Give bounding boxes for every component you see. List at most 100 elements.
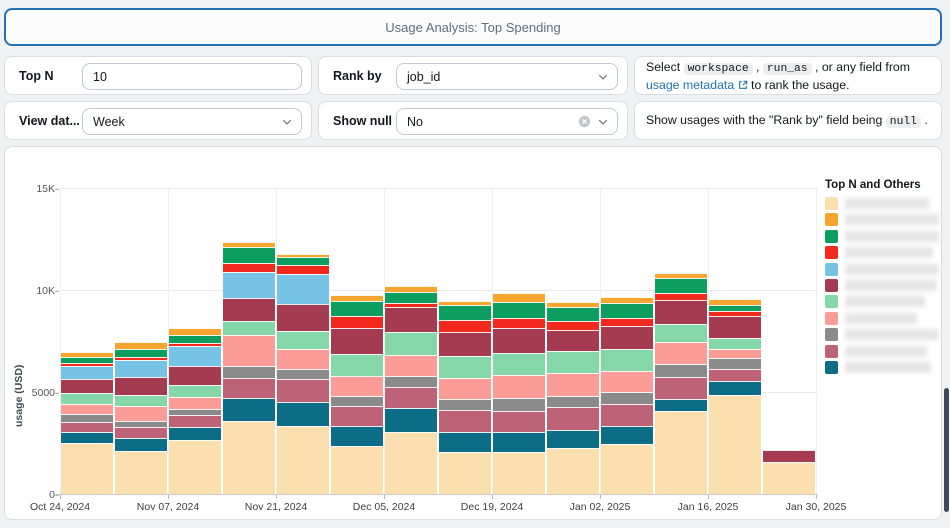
- stacked-bar[interactable]: [601, 297, 653, 494]
- bar-segment-series_3[interactable]: [439, 305, 491, 320]
- bar-segment-series_8[interactable]: [493, 375, 545, 399]
- bar-segment-series_6[interactable]: [763, 450, 815, 462]
- bar-segment-series_2[interactable]: [601, 297, 653, 303]
- legend-item-series_5[interactable]: [825, 262, 939, 276]
- bar-segment-series_3[interactable]: [115, 349, 167, 357]
- bar-segment-series_8[interactable]: [601, 370, 653, 393]
- bar-segment-series_2[interactable]: [439, 300, 491, 306]
- bar-segment-series_11[interactable]: [601, 425, 653, 445]
- bar-segment-series_11[interactable]: [709, 381, 761, 396]
- bar-segment-series_1[interactable]: [655, 410, 707, 494]
- bar-segment-series_7[interactable]: [331, 354, 383, 376]
- bar-segment-series_4[interactable]: [115, 357, 167, 361]
- bar-segment-series_9[interactable]: [61, 414, 113, 422]
- bar-segment-series_4[interactable]: [61, 363, 113, 366]
- bar-segment-series_9[interactable]: [601, 392, 653, 405]
- bar-segment-series_9[interactable]: [709, 357, 761, 370]
- bar-segment-series_2[interactable]: [223, 242, 275, 248]
- bar-segment-series_6[interactable]: [601, 325, 653, 350]
- bar-segment-series_6[interactable]: [655, 300, 707, 325]
- bar-segment-series_6[interactable]: [547, 329, 599, 351]
- bar-segment-series_10[interactable]: [385, 387, 437, 409]
- bar-segment-series_1[interactable]: [709, 395, 761, 494]
- bar-segment-series_11[interactable]: [61, 432, 113, 443]
- bar-segment-series_8[interactable]: [223, 334, 275, 366]
- bar-segment-series_7[interactable]: [277, 330, 329, 349]
- legend-item-series_9[interactable]: [825, 328, 939, 342]
- bar-segment-series_4[interactable]: [385, 302, 437, 307]
- bar-segment-series_8[interactable]: [277, 349, 329, 369]
- bar-segment-series_1[interactable]: [331, 445, 383, 494]
- legend-item-series_6[interactable]: [825, 278, 939, 292]
- bar-segment-series_2[interactable]: [385, 286, 437, 292]
- bar-segment-series_2[interactable]: [115, 342, 167, 350]
- chevron-down-icon[interactable]: [597, 116, 609, 128]
- bar-segment-series_6[interactable]: [277, 303, 329, 331]
- bar-segment-series_7[interactable]: [601, 349, 653, 371]
- bar-segment-series_10[interactable]: [277, 378, 329, 403]
- bar-segment-series_10[interactable]: [601, 404, 653, 426]
- chevron-down-icon[interactable]: [281, 116, 293, 128]
- bar-segment-series_11[interactable]: [115, 438, 167, 451]
- bar-segment-series_9[interactable]: [439, 399, 491, 410]
- bar-segment-series_2[interactable]: [331, 294, 383, 301]
- bar-segment-series_7[interactable]: [547, 350, 599, 374]
- stacked-bar[interactable]: [169, 327, 221, 494]
- bar-segment-series_1[interactable]: [61, 443, 113, 494]
- stacked-bar[interactable]: [115, 342, 167, 494]
- bar-segment-series_8[interactable]: [655, 342, 707, 365]
- bar-segment-series_6[interactable]: [223, 298, 275, 322]
- bar-segment-series_3[interactable]: [61, 356, 113, 364]
- bar-segment-series_10[interactable]: [223, 377, 275, 398]
- bar-segment-series_1[interactable]: [601, 444, 653, 494]
- bar-segment-series_2[interactable]: [61, 351, 113, 357]
- bar-segment-series_3[interactable]: [169, 335, 221, 343]
- chevron-down-icon[interactable]: [597, 71, 609, 83]
- clear-x-circle-icon[interactable]: [578, 115, 591, 128]
- bar-segment-series_8[interactable]: [115, 406, 167, 421]
- bar-segment-series_3[interactable]: [331, 300, 383, 316]
- bar-segment-series_7[interactable]: [115, 394, 167, 407]
- legend-item-series_1[interactable]: [825, 197, 939, 210]
- bar-segment-series_4[interactable]: [655, 293, 707, 301]
- legend-item-series_3[interactable]: [825, 229, 939, 243]
- stacked-bar[interactable]: [385, 286, 437, 494]
- bar-segment-series_10[interactable]: [169, 415, 221, 427]
- bar-segment-series_11[interactable]: [169, 426, 221, 440]
- bar-segment-series_11[interactable]: [331, 425, 383, 446]
- bar-segment-series_5[interactable]: [277, 273, 329, 304]
- bar-segment-series_11[interactable]: [655, 398, 707, 411]
- bar-segment-series_9[interactable]: [223, 365, 275, 378]
- bar-segment-series_3[interactable]: [601, 302, 653, 318]
- bar-segment-series_9[interactable]: [169, 409, 221, 416]
- legend-item-series_8[interactable]: [825, 311, 939, 325]
- rank-by-select[interactable]: job_id: [396, 63, 618, 90]
- bar-segment-series_8[interactable]: [169, 397, 221, 410]
- bar-segment-series_1[interactable]: [169, 439, 221, 494]
- bar-segment-series_6[interactable]: [61, 378, 113, 394]
- bar-segment-series_11[interactable]: [277, 402, 329, 426]
- bar-segment-series_1[interactable]: [385, 432, 437, 494]
- bar-segment-series_2[interactable]: [277, 253, 329, 257]
- bar-segment-series_3[interactable]: [493, 302, 545, 319]
- scrollbar-thumb[interactable]: [944, 388, 949, 512]
- bar-segment-series_9[interactable]: [277, 368, 329, 379]
- bar-segment-series_11[interactable]: [385, 408, 437, 433]
- bar-segment-series_10[interactable]: [331, 406, 383, 426]
- legend-item-series_2[interactable]: [825, 213, 939, 227]
- bar-segment-series_4[interactable]: [223, 262, 275, 272]
- legend-item-series_11[interactable]: [825, 360, 939, 374]
- bar-segment-series_1[interactable]: [493, 451, 545, 494]
- bar-segment-series_4[interactable]: [169, 342, 221, 347]
- stacked-bar[interactable]: [61, 351, 113, 494]
- bar-segment-series_1[interactable]: [439, 452, 491, 494]
- bar-segment-series_7[interactable]: [61, 393, 113, 404]
- stacked-bar[interactable]: [331, 294, 383, 494]
- bar-segment-series_9[interactable]: [385, 375, 437, 388]
- external-link-icon[interactable]: [738, 80, 748, 90]
- stacked-bar[interactable]: [277, 253, 329, 494]
- bar-segment-series_2[interactable]: [655, 272, 707, 278]
- bar-segment-series_10[interactable]: [655, 376, 707, 399]
- bar-segment-series_9[interactable]: [115, 420, 167, 427]
- bar-segment-series_8[interactable]: [439, 377, 491, 400]
